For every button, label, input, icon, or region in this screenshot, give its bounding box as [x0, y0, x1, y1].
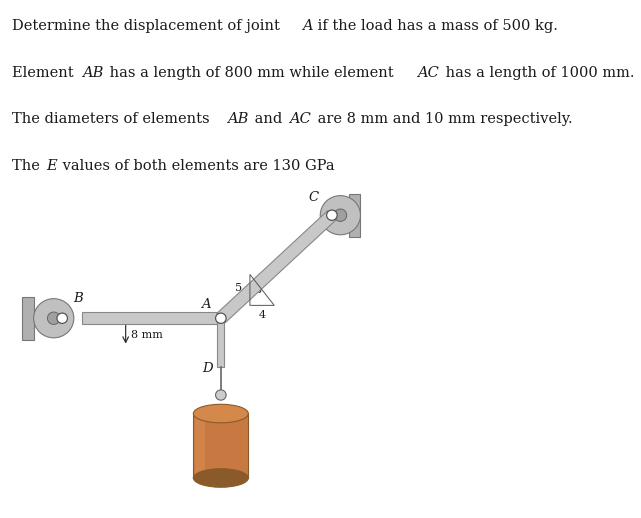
Text: A: A	[201, 297, 210, 310]
Polygon shape	[194, 413, 248, 478]
Text: AB: AB	[83, 66, 104, 80]
Text: Element: Element	[12, 66, 78, 80]
Text: has a length of 800 mm while element: has a length of 800 mm while element	[105, 66, 399, 80]
Text: and: and	[250, 112, 287, 126]
Text: values of both elements are 130 GPa: values of both elements are 130 GPa	[58, 159, 335, 172]
Text: 3: 3	[254, 285, 261, 295]
FancyBboxPatch shape	[22, 297, 33, 340]
Text: 5: 5	[235, 283, 242, 293]
Text: B: B	[73, 292, 83, 306]
FancyBboxPatch shape	[349, 194, 360, 237]
Circle shape	[33, 299, 74, 338]
Text: E: E	[47, 159, 57, 172]
Circle shape	[47, 312, 60, 324]
Text: 4: 4	[258, 310, 265, 320]
Text: D: D	[202, 362, 212, 375]
Text: AC: AC	[417, 66, 439, 80]
Text: if the load has a mass of 500 kg.: if the load has a mass of 500 kg.	[313, 19, 558, 34]
Polygon shape	[82, 312, 221, 324]
Polygon shape	[217, 211, 337, 323]
Text: AB: AB	[228, 112, 249, 126]
Text: 8 mm: 8 mm	[131, 330, 163, 340]
Circle shape	[334, 209, 347, 221]
Text: Determine the displacement of joint: Determine the displacement of joint	[12, 19, 285, 34]
Ellipse shape	[194, 404, 248, 423]
Text: A: A	[302, 19, 313, 34]
Text: AC: AC	[289, 112, 311, 126]
Circle shape	[57, 313, 67, 323]
Circle shape	[327, 210, 337, 220]
Polygon shape	[195, 413, 205, 478]
Text: C: C	[308, 191, 318, 204]
Text: The: The	[12, 159, 44, 172]
Circle shape	[215, 313, 226, 323]
Polygon shape	[217, 321, 224, 367]
Circle shape	[215, 390, 226, 400]
Ellipse shape	[194, 469, 248, 487]
Circle shape	[320, 196, 360, 235]
Text: are 8 mm and 10 mm respectively.: are 8 mm and 10 mm respectively.	[313, 112, 572, 126]
Text: has a length of 1000 mm.: has a length of 1000 mm.	[441, 66, 634, 80]
Text: The diameters of elements: The diameters of elements	[12, 112, 214, 126]
